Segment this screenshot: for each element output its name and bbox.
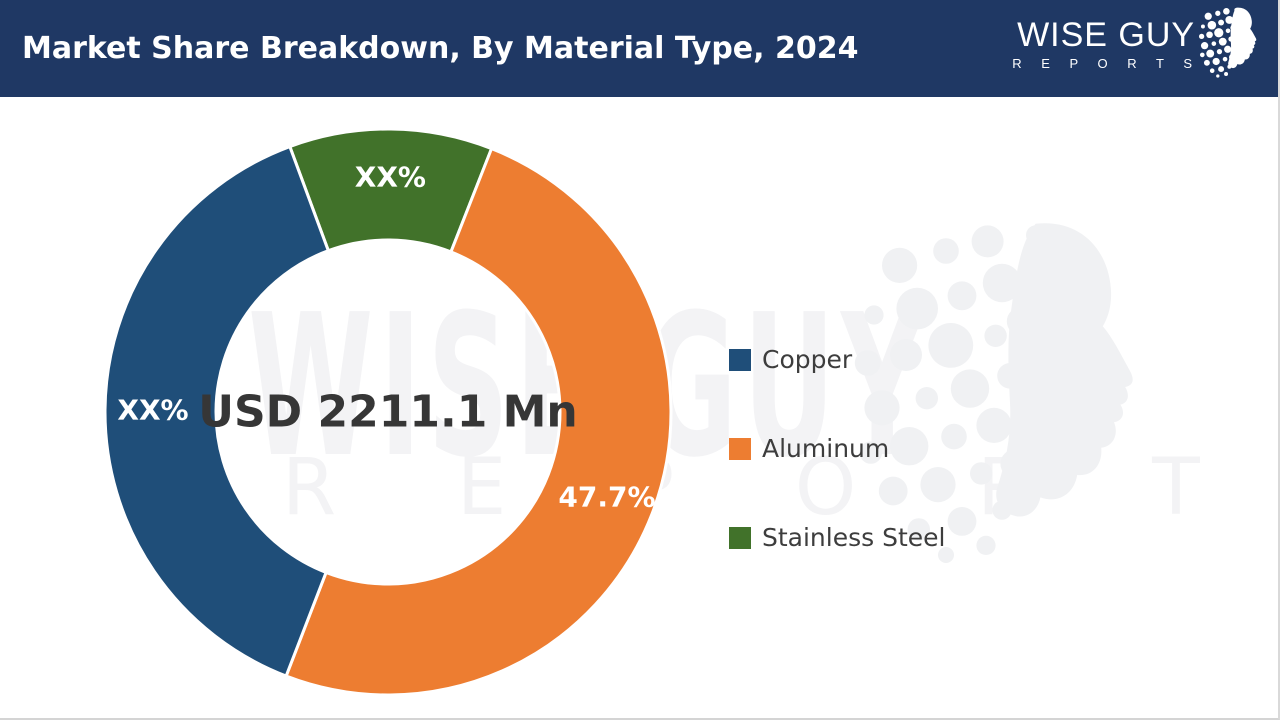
head-dot <box>920 467 956 503</box>
watermark-head-icon <box>854 223 1133 563</box>
head-dot <box>971 225 1004 258</box>
donut-slice-aluminum <box>284 147 673 697</box>
head-face-profile <box>1228 7 1257 69</box>
logo-wordmark: WISE GUY <box>1017 15 1196 54</box>
logo-text: WISE GUY R E P O R T S <box>1012 16 1200 71</box>
head-dot <box>864 390 900 426</box>
head-dot <box>933 238 959 264</box>
head-dot <box>1209 68 1215 74</box>
chart-area: WISE GUY R E P O R T S USD 2211.1 Mn XX%… <box>0 97 1278 718</box>
head-dot <box>1200 42 1209 50</box>
legend-item-aluminum: Aluminum <box>729 434 945 463</box>
head-dot <box>878 476 908 506</box>
head-dot <box>976 407 1012 443</box>
head-dot <box>938 547 954 563</box>
head-dot <box>1223 8 1230 15</box>
slice-label-stainless-steel: XX% <box>354 160 426 194</box>
legend-swatch-stainless-steel <box>729 527 751 549</box>
head-dot <box>984 324 1007 347</box>
head-dot <box>890 339 922 371</box>
page-title: Market Share Breakdown, By Material Type… <box>22 31 859 66</box>
legend-item-copper: Copper <box>729 345 945 374</box>
head-dot <box>1211 41 1217 46</box>
head-dot <box>1225 28 1231 34</box>
head-dot <box>1207 20 1217 30</box>
head-dot <box>1206 31 1213 39</box>
head-dot <box>950 369 990 408</box>
legend-label-aluminum: Aluminum <box>762 434 890 463</box>
legend-swatch-aluminum <box>729 438 751 460</box>
head-dot <box>1216 48 1223 55</box>
head-dot <box>1215 10 1221 16</box>
legend-label-stainless-steel: Stainless Steel <box>762 523 946 552</box>
head-dot <box>1199 52 1205 58</box>
watermark-subtitle: R E P O R T S <box>282 443 1278 533</box>
header: Market Share Breakdown, By Material Type… <box>0 0 1278 97</box>
legend-swatch-copper <box>729 349 751 371</box>
head-dot <box>859 441 882 464</box>
legend-label-copper: Copper <box>762 345 853 374</box>
head-dot <box>947 507 977 536</box>
wiseguy-logo: WISE GUY R E P O R T S <box>1012 6 1264 80</box>
head-dot <box>1218 66 1225 73</box>
head-dot <box>1218 19 1225 26</box>
head-dot <box>1224 45 1232 53</box>
head-dot <box>907 518 930 541</box>
head-dot <box>882 247 918 283</box>
head-dot <box>1222 56 1228 62</box>
donut-chart <box>103 127 673 697</box>
head-dot <box>1212 57 1220 66</box>
head-dot <box>947 281 977 311</box>
donut-slice-copper <box>103 145 330 678</box>
head-dot <box>1216 74 1220 78</box>
head-dot <box>864 305 884 325</box>
head-dot <box>928 323 974 368</box>
head-dot <box>1225 15 1234 24</box>
wiseguy-head-icon <box>1198 7 1257 78</box>
head-dot <box>896 287 938 330</box>
slice-label-copper: XX% <box>117 393 189 427</box>
logo-subtitle: R E P O R T S <box>1012 55 1200 71</box>
head-dot <box>941 423 967 450</box>
head-dot <box>890 427 929 466</box>
head-dot <box>1206 49 1215 58</box>
head-dot <box>915 387 938 410</box>
head-dot <box>982 263 1022 303</box>
donut-center-value: USD 2211.1 Mn <box>198 386 578 438</box>
head-dot <box>1214 28 1224 38</box>
legend: Copper Aluminum Stainless Steel <box>729 345 946 552</box>
head-dot <box>970 462 993 485</box>
head-dot <box>854 350 881 376</box>
head-dot <box>1198 33 1205 40</box>
head-dot <box>1204 12 1212 20</box>
head-dot <box>1203 59 1210 66</box>
head-dot <box>1224 72 1229 76</box>
head-dot <box>1200 24 1205 29</box>
legend-item-stainless-steel: Stainless Steel <box>729 523 946 552</box>
head-face-profile <box>996 223 1133 517</box>
head-dot <box>976 535 996 555</box>
slice-label-aluminum: 47.7% <box>558 480 656 514</box>
head-dot <box>1218 37 1227 46</box>
